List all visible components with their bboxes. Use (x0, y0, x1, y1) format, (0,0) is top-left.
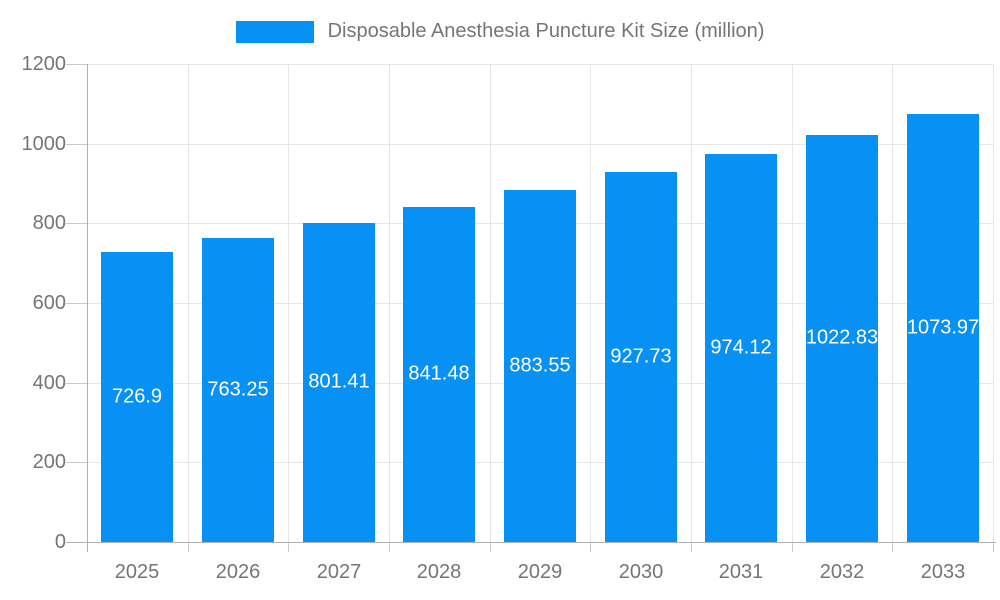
bar-2031 (705, 154, 777, 542)
bar-value-label: 974.12 (710, 336, 772, 359)
y-tick (66, 383, 87, 384)
y-tick (66, 144, 87, 145)
x-gridline (389, 64, 390, 542)
x-gridline (288, 64, 289, 542)
bar-2029 (504, 190, 576, 542)
x-tick (590, 542, 591, 552)
legend: Disposable Anesthesia Puncture Kit Size … (0, 20, 1000, 43)
bar-2026 (202, 238, 274, 542)
y-tick (66, 303, 87, 304)
x-axis-label: 2032 (819, 561, 865, 583)
x-tick (389, 542, 390, 552)
x-tick (490, 542, 491, 552)
bar-value-label: 801.41 (308, 370, 370, 393)
bar-value-label: 726.9 (111, 385, 163, 408)
bar-2030 (605, 172, 677, 542)
x-axis-label: 2025 (114, 561, 160, 583)
x-axis-label: 2031 (718, 561, 764, 583)
bar-value-label: 1073.97 (906, 316, 980, 339)
x-gridline (590, 64, 591, 542)
bar-2032 (806, 135, 878, 542)
bar-2025 (101, 252, 173, 542)
x-tick (188, 542, 189, 552)
bar-2033 (907, 114, 979, 542)
x-axis-label: 2033 (920, 561, 966, 583)
x-gridline (490, 64, 491, 542)
y-axis-label: 600 (32, 292, 66, 314)
x-tick (993, 542, 994, 552)
y-axis-label: 200 (32, 451, 66, 473)
x-axis-label: 2028 (416, 561, 462, 583)
x-tick (892, 542, 893, 552)
y-gridline (87, 144, 993, 145)
x-tick (288, 542, 289, 552)
legend-swatch (235, 20, 314, 43)
bar-value-label: 883.55 (509, 354, 571, 377)
x-tick (792, 542, 793, 552)
bar-value-label: 1022.83 (805, 326, 879, 349)
x-gridline (691, 64, 692, 542)
x-axis-line (66, 542, 996, 543)
y-tick (66, 223, 87, 224)
y-axis-label: 1000 (21, 133, 67, 155)
chart-title: Disposable Anesthesia Puncture Kit Size … (327, 20, 765, 42)
x-gridline (892, 64, 893, 542)
bar-value-label: 763.25 (207, 378, 269, 401)
x-gridline (792, 64, 793, 542)
bar-2028 (403, 207, 475, 542)
x-gridline (188, 64, 189, 542)
x-axis-label: 2030 (618, 561, 664, 583)
x-gridline (993, 64, 994, 542)
x-tick (691, 542, 692, 552)
bar-value-label: 927.73 (610, 345, 672, 368)
x-axis-label: 2029 (517, 561, 563, 583)
y-gridline (87, 64, 993, 65)
x-axis-label: 2026 (215, 561, 261, 583)
x-axis-label: 2027 (316, 561, 362, 583)
bar-2027 (303, 223, 375, 542)
y-axis-label: 0 (54, 531, 66, 553)
y-axis-label: 800 (32, 212, 66, 234)
y-tick (66, 462, 87, 463)
y-axis-label: 1200 (21, 53, 67, 75)
bar-value-label: 841.48 (408, 362, 470, 385)
y-axis-line (87, 64, 88, 552)
y-tick (66, 64, 87, 65)
y-axis-label: 400 (32, 372, 66, 394)
